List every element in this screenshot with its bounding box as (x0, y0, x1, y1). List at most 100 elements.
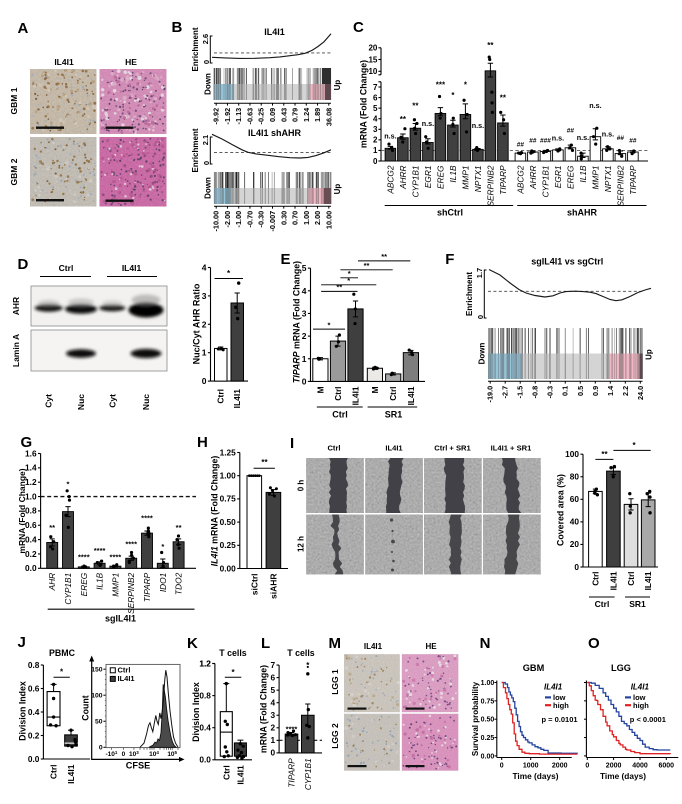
svg-text:Ctrl: Ctrl (595, 599, 610, 609)
svg-text:n.s.: n.s. (602, 130, 614, 139)
svg-text:0.75: 0.75 (220, 494, 237, 504)
svg-text:IL4I1: IL4I1 (385, 444, 403, 453)
svg-text:C: C (353, 19, 364, 36)
svg-text:-0.007: -0.007 (268, 211, 277, 232)
svg-text:Enrichment: Enrichment (465, 272, 474, 316)
svg-text:M: M (315, 386, 325, 393)
svg-text:Division Index: Division Index (18, 681, 28, 741)
svg-text:0: 0 (202, 161, 211, 165)
svg-text:Nuc: Nuc (76, 394, 86, 410)
svg-text:50: 50 (95, 719, 103, 726)
svg-text:0 h: 0 h (297, 480, 306, 492)
svg-text:**: ** (500, 94, 507, 103)
svg-text:J: J (18, 634, 26, 651)
svg-text:2.1: 2.1 (201, 135, 210, 145)
svg-text:IL4I1: IL4I1 (544, 683, 563, 692)
svg-text:Ctrl: Ctrl (49, 765, 59, 780)
svg-text:4000: 4000 (632, 763, 648, 770)
svg-text:G: G (21, 434, 33, 451)
svg-text:2000: 2000 (606, 763, 622, 770)
svg-text:B: B (172, 19, 183, 36)
svg-text:HE: HE (125, 57, 137, 67)
svg-text:1.2: 1.2 (199, 658, 211, 668)
svg-text:0.8: 0.8 (199, 690, 211, 700)
svg-text:1.0: 1.0 (25, 491, 37, 501)
svg-text:TIPARP mRNA (Fold Change): TIPARP mRNA (Fold Change) (292, 261, 302, 383)
svg-text:*: * (227, 269, 231, 278)
svg-text:##: ## (617, 135, 625, 142)
svg-text:1.00: 1.00 (220, 471, 237, 481)
svg-text:*: * (306, 661, 310, 670)
svg-text:1: 1 (270, 735, 275, 745)
svg-text:IL4I1: IL4I1 (54, 57, 74, 67)
svg-text:0.0: 0.0 (25, 563, 37, 573)
svg-text:*: * (328, 320, 331, 329)
svg-text:SERPINB2: SERPINB2 (485, 165, 495, 206)
svg-text:0.43: 0.43 (279, 108, 288, 122)
svg-text:Time (days): Time (days) (600, 771, 646, 781)
svg-text:0.4: 0.4 (28, 707, 40, 717)
svg-text:Down: Down (204, 73, 213, 95)
svg-text:GBM: GBM (523, 663, 545, 673)
svg-text:Ctrl: Ctrl (59, 263, 74, 273)
svg-text:AHR: AHR (11, 297, 21, 315)
svg-text:100: 100 (91, 693, 103, 700)
svg-text:2: 2 (202, 319, 207, 329)
svg-text:TIPARP: TIPARP (142, 572, 152, 602)
svg-text:Time (days): Time (days) (513, 771, 559, 781)
svg-text:NPTX1: NPTX1 (473, 166, 483, 193)
svg-text:siCtrl: siCtrl (249, 574, 259, 596)
svg-text:##: ## (567, 128, 575, 135)
svg-text:Enrichment: Enrichment (191, 27, 200, 71)
svg-text:0.09: 0.09 (268, 108, 277, 122)
svg-text:0.70: 0.70 (291, 211, 300, 225)
svg-text:0.1: 0.1 (561, 386, 570, 396)
svg-text:NPTX1: NPTX1 (603, 166, 613, 193)
svg-text:0: 0 (476, 315, 485, 319)
svg-text:-0.3: -0.3 (546, 386, 555, 399)
svg-text:4: 4 (373, 115, 378, 124)
svg-text:1.7: 1.7 (475, 268, 484, 278)
svg-text:E: E (281, 251, 291, 268)
svg-text:4: 4 (202, 263, 207, 273)
svg-text:-1.13: -1.13 (234, 108, 243, 125)
svg-text:low: low (553, 693, 566, 702)
svg-text:0.6: 0.6 (25, 520, 37, 530)
svg-text:7: 7 (373, 83, 378, 92)
svg-text:-0.30: -0.30 (257, 211, 266, 228)
svg-text:Ctrl: Ctrl (333, 387, 343, 401)
svg-text:TIPARP: TIPARP (628, 165, 638, 195)
svg-text:2.00: 2.00 (313, 211, 322, 225)
svg-text:1.00: 1.00 (302, 211, 311, 225)
svg-text:CFSE: CFSE (126, 761, 151, 771)
svg-text:0.2: 0.2 (25, 549, 37, 559)
svg-text:Ctrl: Ctrl (332, 410, 348, 420)
svg-text:shCtrl: shCtrl (437, 208, 463, 218)
svg-text:-9.92: -9.92 (212, 108, 221, 125)
svg-text:N: N (480, 635, 491, 652)
svg-text:TIPARP: TIPARP (287, 758, 297, 788)
svg-text:0: 0 (99, 745, 103, 752)
svg-text:Enrichment: Enrichment (191, 128, 200, 172)
svg-text:****: **** (78, 553, 90, 562)
svg-text:O: O (588, 635, 600, 652)
svg-text:1.89: 1.89 (313, 108, 322, 122)
svg-text:1.6: 1.6 (25, 448, 37, 458)
svg-text:siAHR: siAHR (268, 574, 278, 600)
svg-text:GBM 2: GBM 2 (9, 158, 19, 185)
svg-text:p = 0.0101: p = 0.0101 (542, 715, 578, 724)
svg-text:mRNA (Fold Change): mRNA (Fold Change) (259, 665, 269, 753)
svg-text:*: * (464, 81, 468, 90)
svg-text:*: * (161, 542, 164, 551)
svg-text:AHRR: AHRR (398, 165, 408, 190)
svg-text:0.9: 0.9 (591, 386, 600, 396)
svg-text:0.0: 0.0 (199, 755, 211, 765)
svg-text:40: 40 (570, 517, 580, 527)
svg-text:IL4I1: IL4I1 (364, 642, 383, 651)
svg-text:1: 1 (202, 348, 207, 358)
svg-text:Covered area (%): Covered area (%) (556, 474, 566, 546)
svg-text:Survival probability: Survival probability (471, 681, 480, 756)
svg-text:Ctrl: Ctrl (626, 572, 636, 586)
svg-text:1.00: 1.00 (481, 680, 495, 687)
svg-text:0: 0 (574, 562, 579, 572)
